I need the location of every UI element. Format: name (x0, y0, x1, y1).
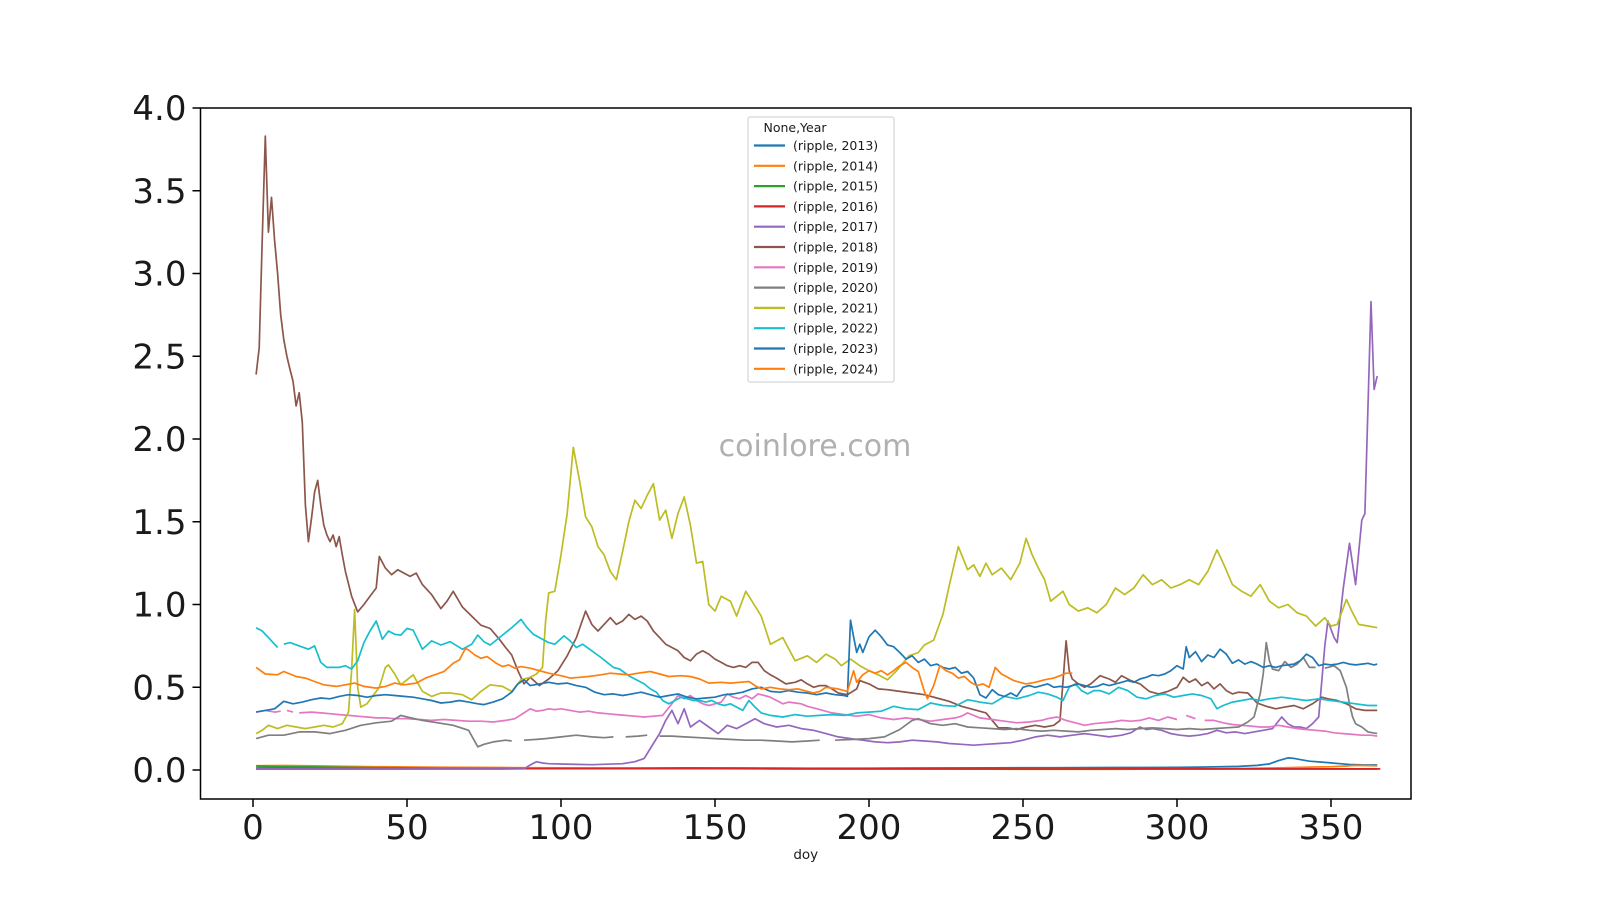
x-axis-tick-label: 150 (683, 808, 748, 848)
series-line-ripple-2017 (256, 300, 1379, 770)
legend-title: None,Year (763, 120, 827, 135)
x-axis-tick-label: 50 (385, 808, 428, 848)
legend-entry-label: (ripple, 2018) (793, 240, 878, 255)
y-axis-tick-label: 0.0 (132, 751, 186, 791)
x-axis-tick-label: 250 (991, 808, 1056, 848)
y-axis-tick-label: 2.0 (132, 420, 186, 460)
x-axis-tick-label: 350 (1299, 808, 1364, 848)
y-axis-tick-label: 3.5 (132, 172, 186, 212)
watermark-text: coinlore.com (719, 429, 912, 464)
y-axis-tick-label: 2.5 (132, 337, 186, 377)
y-axis-tick-label: 3.0 (132, 255, 186, 295)
legend-entry-label: (ripple, 2016) (793, 199, 878, 214)
series-line-ripple-2024 (255, 647, 1073, 700)
series-line-ripple-2022 (255, 618, 1378, 718)
legend-entry-label: (ripple, 2021) (793, 300, 878, 315)
legend-entry-label: (ripple, 2019) (793, 260, 878, 275)
legend-entry-label: (ripple, 2024) (793, 361, 878, 376)
series-line-ripple-2019 (255, 693, 1378, 737)
x-axis-tick-label: 300 (1145, 808, 1210, 848)
x-axis-tick-label: 0 (242, 808, 264, 848)
y-axis-tick-label: 0.5 (132, 668, 186, 708)
legend-entry-label: (ripple, 2022) (793, 321, 878, 336)
x-axis-tick-label: 200 (837, 808, 902, 848)
legend-entry-label: (ripple, 2023) (793, 341, 878, 356)
y-axis-tick-label: 1.5 (132, 503, 186, 543)
series-line-ripple-2021 (255, 446, 1378, 735)
series-line-ripple-2023 (255, 619, 1378, 713)
legend-entry-label: (ripple, 2017) (793, 219, 878, 234)
x-axis-tick-label: 100 (529, 808, 594, 848)
y-axis-tick-label: 4.0 (132, 89, 186, 129)
series-line-ripple-2018 (255, 135, 1378, 731)
y-axis-tick-label: 1.0 (132, 586, 186, 626)
legend-entry-label: (ripple, 2020) (793, 280, 878, 295)
legend-entry-label: (ripple, 2014) (793, 158, 878, 173)
legend-box (747, 116, 895, 383)
legend-entry-label: (ripple, 2015) (793, 179, 878, 194)
series-line-ripple-2020 (255, 641, 1378, 748)
x-axis-label: doy (793, 847, 818, 863)
legend-entry-label: (ripple, 2013) (793, 138, 878, 153)
plot-border (199, 107, 1412, 800)
